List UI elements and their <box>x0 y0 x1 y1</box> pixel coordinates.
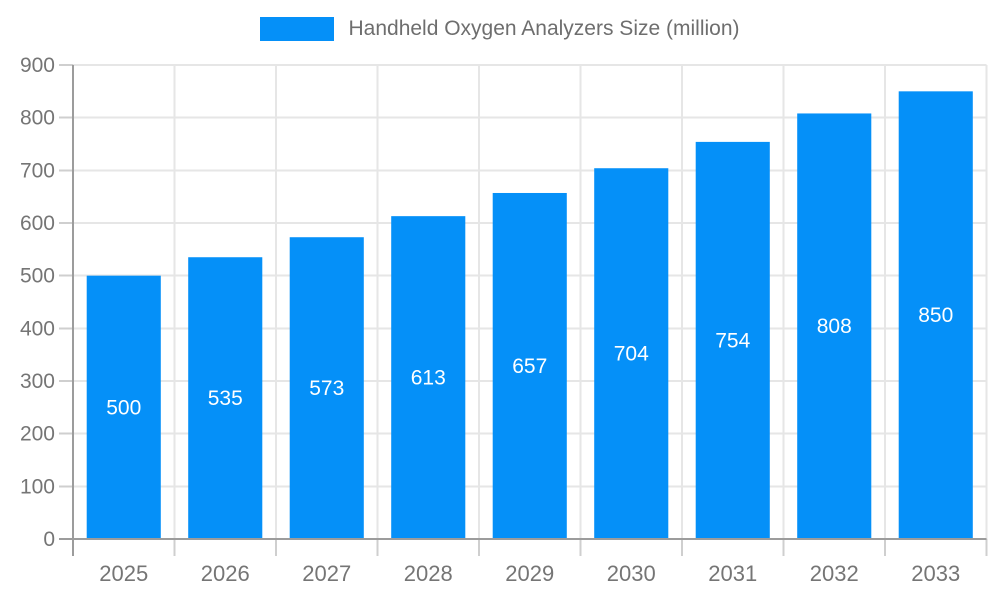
y-tick-label: 0 <box>43 528 55 551</box>
y-tick-label: 100 <box>20 475 55 498</box>
y-tick-label: 400 <box>20 317 55 340</box>
bar-value-label: 535 <box>208 387 243 410</box>
bar[interactable] <box>594 168 669 539</box>
bar-value-label: 500 <box>106 396 141 419</box>
bar-value-label: 613 <box>411 367 446 390</box>
bar-value-label: 808 <box>817 315 852 338</box>
x-tick-label: 2025 <box>99 561 148 586</box>
bar[interactable] <box>492 192 567 540</box>
y-tick-label: 900 <box>20 54 55 77</box>
legend-label: Handheld Oxygen Analyzers Size (million) <box>348 17 740 40</box>
legend-swatch-icon <box>260 17 335 41</box>
legend: Handheld Oxygen Analyzers Size (million) <box>0 17 1000 41</box>
bar[interactable] <box>391 216 466 540</box>
y-tick-label: 700 <box>20 159 55 182</box>
y-tick-label: 800 <box>20 107 55 130</box>
x-tick-label: 2026 <box>201 561 250 586</box>
y-tick-label: 500 <box>20 265 55 288</box>
y-tick-label: 300 <box>20 370 55 393</box>
x-tick-label: 2029 <box>505 561 554 586</box>
bar[interactable] <box>695 141 770 540</box>
bar[interactable] <box>188 257 263 539</box>
bar[interactable] <box>797 113 872 539</box>
bar-value-label: 657 <box>512 355 547 378</box>
x-tick-label: 2033 <box>911 561 960 586</box>
bar[interactable] <box>86 275 161 539</box>
bar[interactable] <box>898 91 973 539</box>
x-tick-label: 2028 <box>404 561 453 586</box>
y-tick-label: 200 <box>20 423 55 446</box>
x-tick-label: 2030 <box>607 561 656 586</box>
bar-value-label: 850 <box>918 304 953 327</box>
y-tick-label: 600 <box>20 212 55 235</box>
bar-value-label: 754 <box>715 329 750 352</box>
x-tick-label: 2027 <box>302 561 351 586</box>
x-tick-label: 2032 <box>810 561 859 586</box>
bar-value-label: 704 <box>614 343 649 366</box>
legend-item[interactable]: Handheld Oxygen Analyzers Size (million) <box>260 17 740 41</box>
bar[interactable] <box>289 237 364 539</box>
x-tick-label: 2031 <box>708 561 757 586</box>
bar-value-label: 573 <box>309 377 344 400</box>
